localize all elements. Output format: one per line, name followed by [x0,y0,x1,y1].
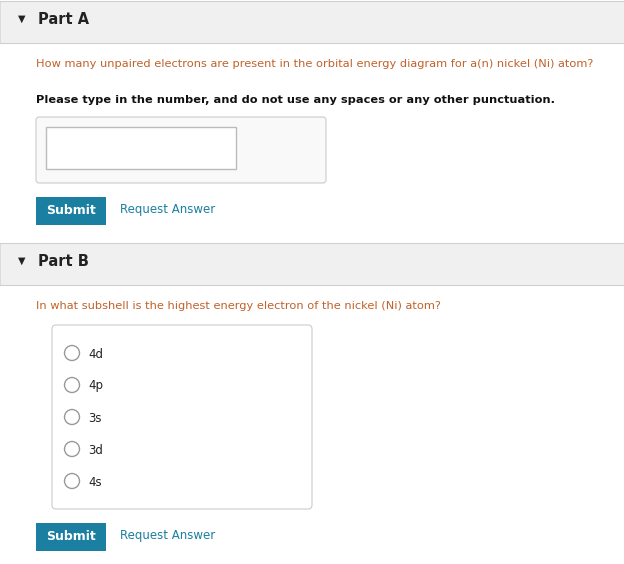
Bar [0,243,624,285]
Text: ▼: ▼ [18,256,26,266]
Text: Request Answer: Request Answer [120,204,215,217]
Text: In what subshell is the highest energy electron of the nickel (Ni) atom?: In what subshell is the highest energy e… [36,301,441,311]
Text: Submit: Submit [46,204,96,217]
FancyBboxPatch shape [36,117,326,183]
Circle shape [64,377,79,393]
Text: 4p: 4p [88,380,103,393]
Text: Part A: Part A [38,12,89,28]
Text: Please type in the number, and do not use any spaces or any other punctuation.: Please type in the number, and do not us… [36,95,555,105]
Bar [36,523,106,551]
Bar [0,1,624,43]
Circle shape [64,442,79,456]
Text: How many unpaired electrons are present in the orbital energy diagram for a(n) n: How many unpaired electrons are present … [36,59,593,69]
Bar [36,197,106,225]
Circle shape [64,409,79,425]
Text: 4s: 4s [88,475,102,488]
Text: 4d: 4d [88,347,103,360]
FancyBboxPatch shape [52,325,312,509]
Text: ▼: ▼ [18,14,26,24]
Text: Submit: Submit [46,530,96,543]
Text: 3d: 3d [88,443,103,456]
Circle shape [64,474,79,488]
Bar [46,127,236,169]
Circle shape [64,346,79,360]
Text: Part B: Part B [38,254,89,270]
Text: Request Answer: Request Answer [120,530,215,543]
Text: 3s: 3s [88,412,102,425]
